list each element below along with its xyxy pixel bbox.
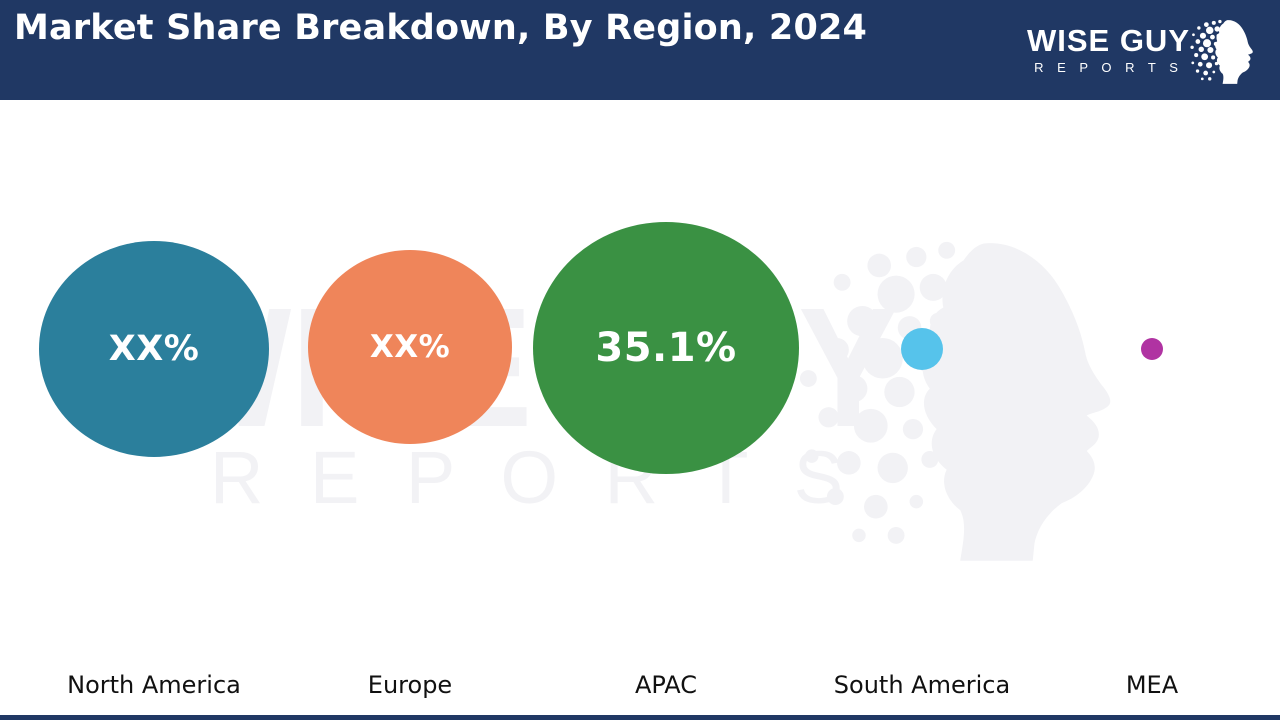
category-label-apac: APAC	[634, 671, 698, 699]
category-label-europe: Europe	[367, 671, 453, 699]
brand-tagline: R E P O R T S	[1034, 60, 1183, 75]
brand-logo-text: WISE GUY R E P O R T S	[1027, 25, 1190, 75]
bubble-north-america: XX%	[39, 241, 269, 457]
category-label-north-america: North America	[67, 671, 241, 699]
brand-name: WISE GUY	[1026, 23, 1190, 58]
footer-bar	[0, 715, 1280, 720]
bubble-apac: 35.1%	[533, 222, 799, 474]
brand-head-icon	[1190, 19, 1253, 84]
bubble-value-label-europe: XX%	[369, 329, 451, 365]
category-label-mea: MEA	[1125, 671, 1179, 699]
brand-logo: WISE GUY R E P O R T S	[1027, 8, 1264, 92]
bubble-europe: XX%	[308, 250, 512, 444]
page-title: Market Share Breakdown, By Region, 2024	[14, 8, 868, 48]
header-bar: Market Share Breakdown, By Region, 2024 …	[0, 0, 1280, 100]
category-label-south-america: South America	[833, 671, 1011, 699]
bubble-mea	[1141, 338, 1163, 360]
bubble-value-label-apac: 35.1%	[595, 325, 737, 371]
bubble-value-label-north-america: XX%	[108, 329, 200, 369]
